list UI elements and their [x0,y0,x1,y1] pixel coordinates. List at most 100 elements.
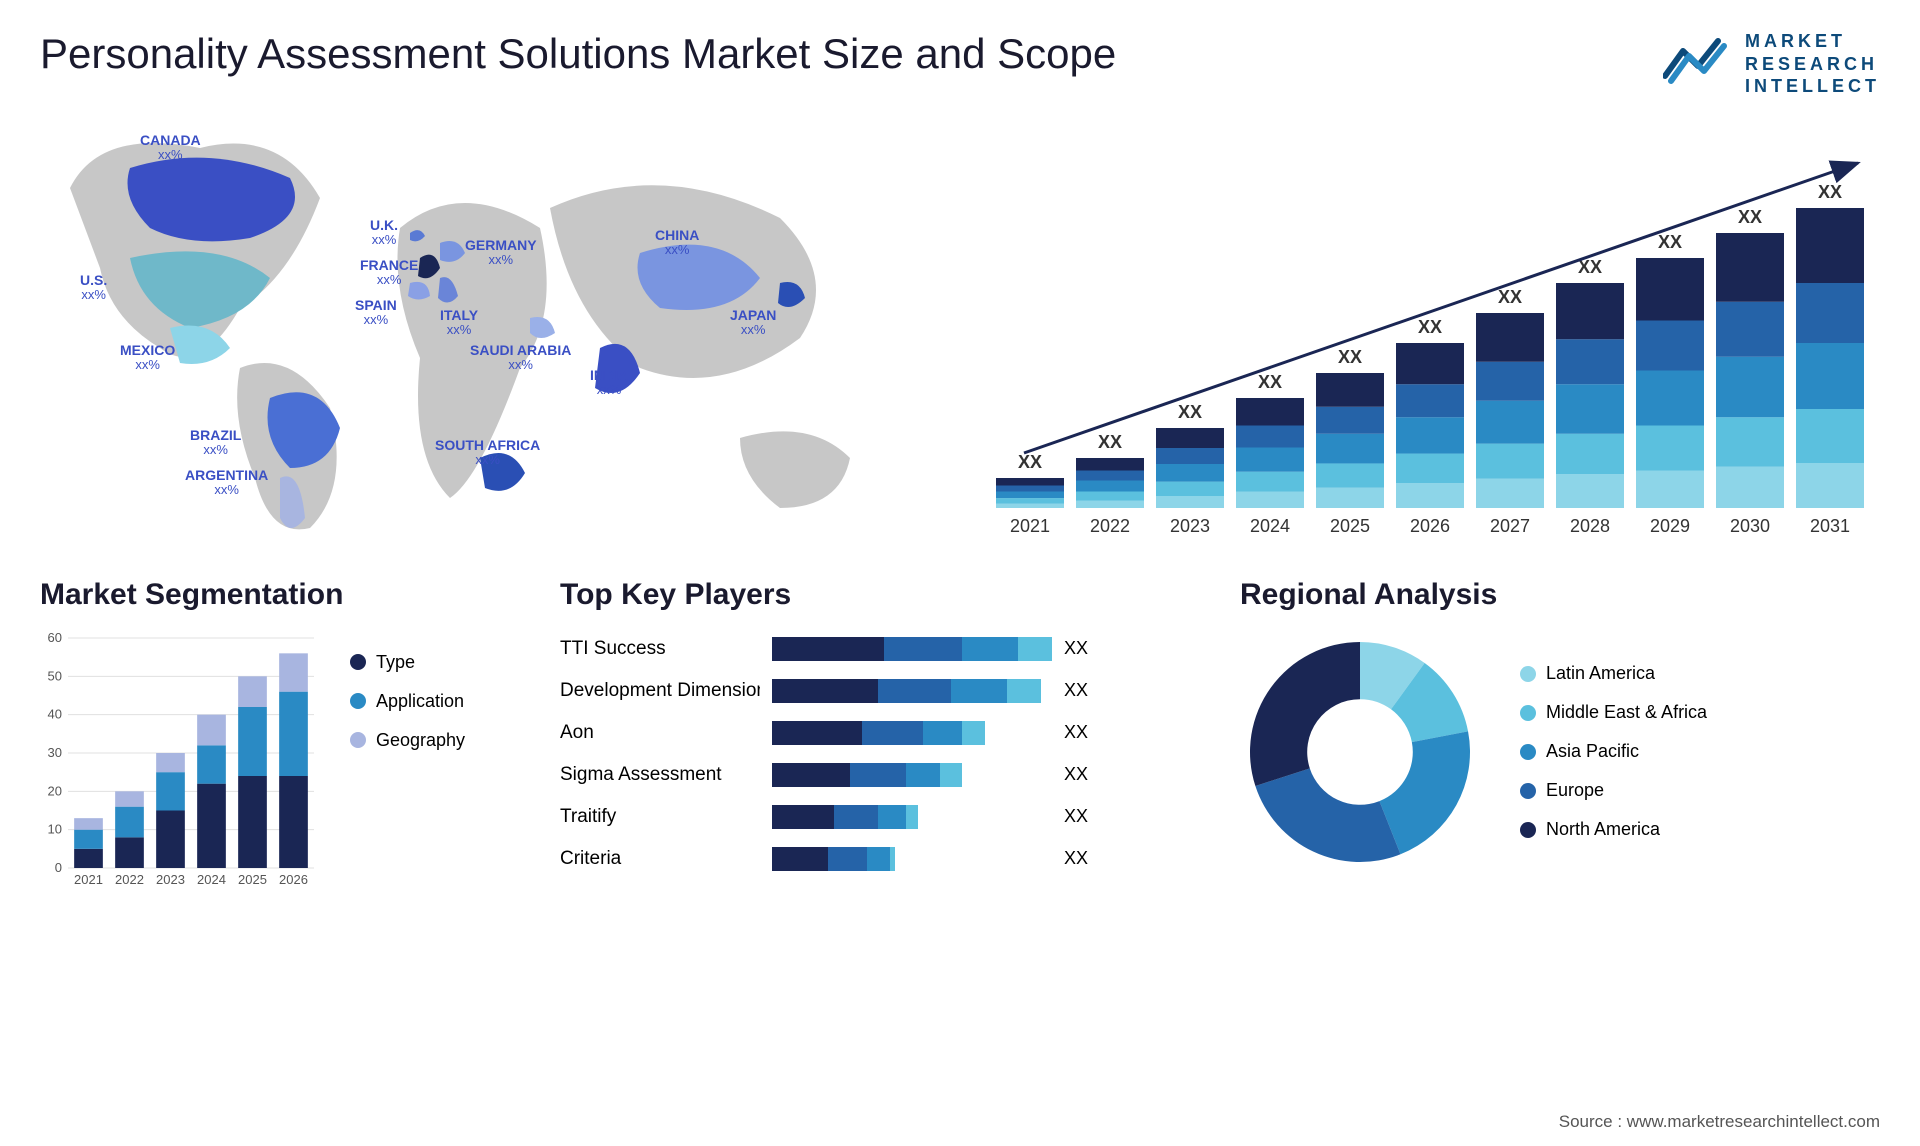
growth-bar-segment [1556,474,1624,508]
player-bar-segment [772,805,834,829]
growth-bar-segment [1236,491,1304,508]
player-bar-segment [906,763,940,787]
player-bar [772,721,1052,745]
regional-legend: Latin AmericaMiddle East & AfricaAsia Pa… [1520,663,1707,840]
seg-legend-item: Geography [350,730,465,751]
growth-year-label: 2023 [1170,516,1210,536]
player-name: TTI Success [560,638,760,660]
growth-bar-segment [1236,425,1304,447]
growth-bar-label: XX [1658,232,1682,252]
player-bar-segment [962,637,1018,661]
seg-bar-segment [279,653,308,691]
donut-slice [1255,768,1400,862]
player-bar [772,679,1052,703]
seg-bar-segment [74,818,103,830]
growth-bar-segment [1636,320,1704,370]
map-label-u.s.: U.S.xx% [80,273,107,303]
logo-line2: RESEARCH [1745,53,1880,76]
map-label-italy: ITALYxx% [440,308,478,338]
growth-bar-segment [1716,233,1784,302]
svg-text:50: 50 [48,668,62,683]
seg-bar-segment [279,691,308,775]
growth-bar-segment [1396,483,1464,508]
growth-bar-segment [1796,343,1864,409]
regional-legend-label: Latin America [1546,663,1655,684]
segmentation-panel: Market Segmentation 01020304050602021202… [40,578,520,892]
growth-bar-segment [1156,428,1224,448]
main-growth-chart: XX2021XX2022XX2023XX2024XX2025XX2026XX20… [980,118,1880,548]
seg-legend-label: Application [376,691,464,712]
segmentation-chart: 0102030405060202120222023202420252026 [40,632,320,892]
player-bar-segment [867,847,889,871]
growth-bar-label: XX [1258,372,1282,392]
growth-bar-segment [1076,500,1144,508]
map-label-india: INDIAxx% [590,368,628,398]
player-bar-segment [834,805,879,829]
player-row: Aon XX [560,716,1200,750]
growth-bar-segment [1796,208,1864,283]
seg-bar-segment [74,848,103,867]
growth-bar-segment [1796,409,1864,463]
player-bar-segment [772,721,862,745]
seg-bar-segment [156,753,185,772]
map-label-france: FRANCExx% [360,258,418,288]
svg-text:0: 0 [55,860,62,875]
growth-bar-segment [1156,448,1224,464]
player-bar-segment [850,763,906,787]
growth-bar-segment [1636,470,1704,508]
player-name: Traitify [560,806,760,828]
growth-year-label: 2031 [1810,516,1850,536]
growth-chart-svg: XX2021XX2022XX2023XX2024XX2025XX2026XX20… [980,118,1880,548]
growth-bar-segment [1476,478,1544,507]
growth-year-label: 2021 [1010,516,1050,536]
growth-year-label: 2029 [1650,516,1690,536]
logo-line1: MARKET [1745,30,1880,53]
regional-legend-item: Middle East & Africa [1520,702,1707,723]
player-bar-segment [962,721,984,745]
header: Personality Assessment Solutions Market … [40,30,1880,98]
growth-bar-label: XX [1418,317,1442,337]
players-chart: TTI Success XX Development Dimensions XX… [560,632,1200,876]
player-bar-segment [1018,637,1052,661]
growth-bar-segment [1796,283,1864,343]
growth-bar-segment [1716,356,1784,417]
player-name: Development Dimensions [560,680,760,702]
growth-bar-segment [1716,417,1784,467]
growth-year-label: 2026 [1410,516,1450,536]
growth-bar-segment [1316,433,1384,463]
player-row: TTI Success XX [560,632,1200,666]
growth-bar-segment [1236,447,1304,471]
map-label-argentina: ARGENTINAxx% [185,468,268,498]
seg-legend-item: Type [350,652,465,673]
growth-bar-segment [1476,400,1544,443]
player-bar-segment [1007,679,1041,703]
growth-bar-label: XX [1338,347,1362,367]
growth-bar-segment [1636,370,1704,425]
player-bar-segment [940,763,962,787]
map-label-south-africa: SOUTH AFRICAxx% [435,438,540,468]
logo-mark-icon [1663,36,1733,91]
map-label-brazil: BRAZILxx% [190,428,241,458]
growth-bar-segment [1396,343,1464,384]
growth-bar-segment [1156,481,1224,495]
seg-bar-segment [197,714,226,745]
growth-bar-segment [1396,417,1464,453]
regional-legend-item: North America [1520,819,1707,840]
player-bar-segment [923,721,962,745]
growth-bar-segment [996,491,1064,498]
growth-bar-segment [1076,470,1144,480]
svg-text:30: 30 [48,745,62,760]
growth-year-label: 2028 [1570,516,1610,536]
regional-legend-label: North America [1546,819,1660,840]
world-map-panel: CANADAxx%U.S.xx%MEXICOxx%BRAZILxx%ARGENT… [40,118,920,548]
growth-bar-segment [1556,433,1624,474]
growth-bar-label: XX [1178,402,1202,422]
growth-year-label: 2025 [1330,516,1370,536]
player-bar-segment [772,637,884,661]
seg-bar-segment [115,837,144,868]
growth-bar-segment [996,485,1064,491]
players-panel: Top Key Players TTI Success XX Developme… [560,578,1200,876]
growth-bar-segment [1076,458,1144,471]
player-bar-segment [772,847,828,871]
map-label-saudi-arabia: SAUDI ARABIAxx% [470,343,571,373]
